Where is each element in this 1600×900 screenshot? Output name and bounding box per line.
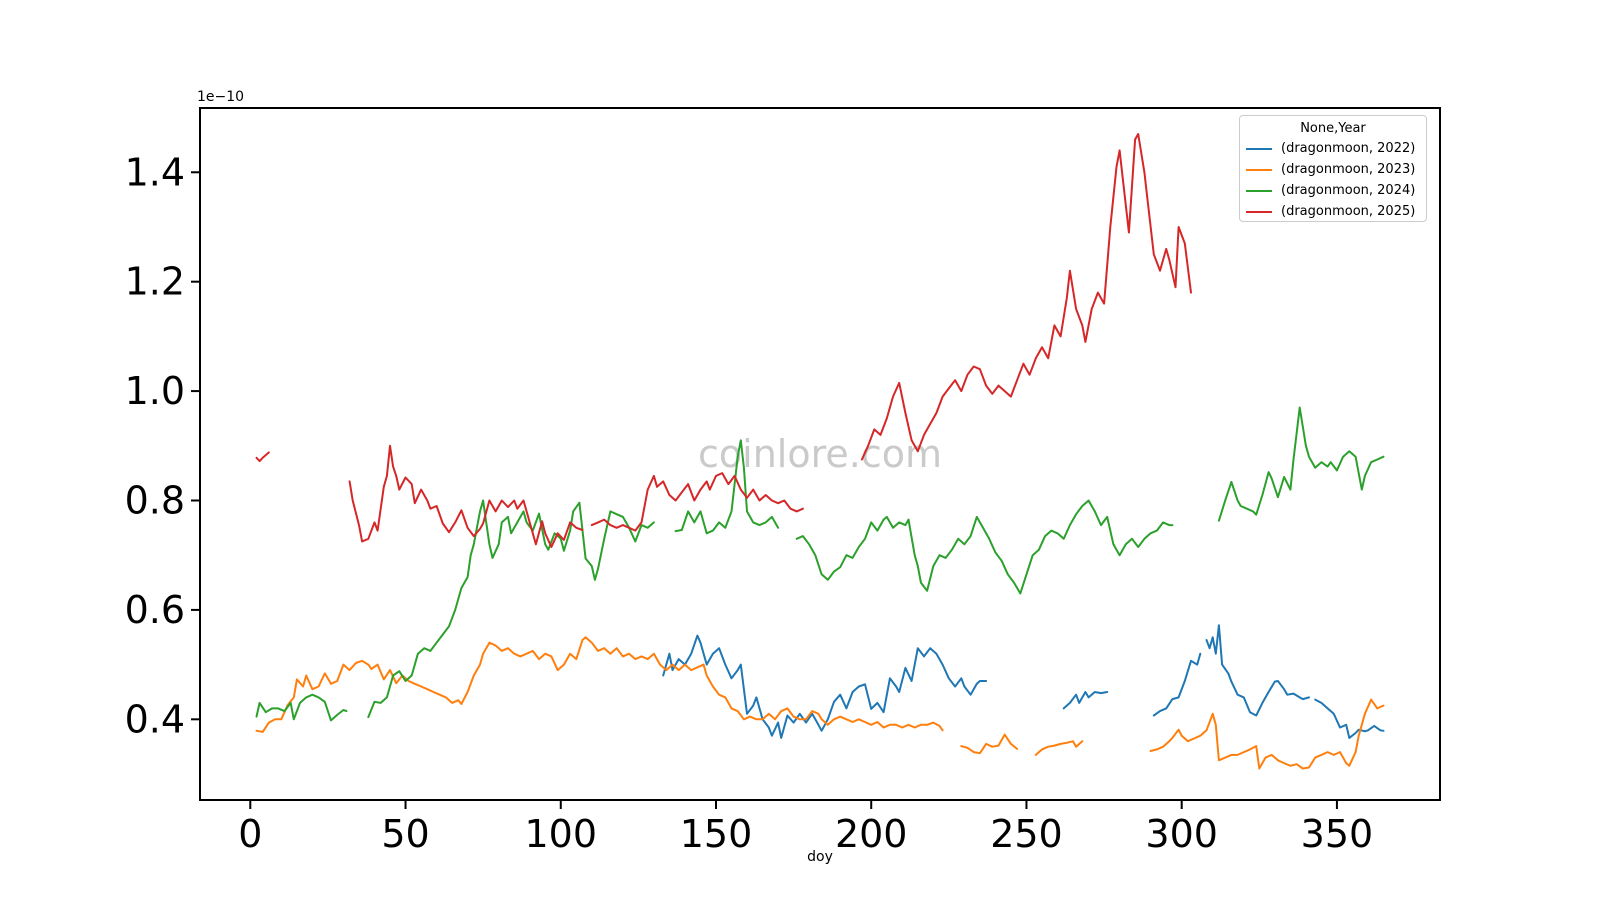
- series-line-0: [1152, 652, 1202, 717]
- legend-swatch-line: [1246, 210, 1272, 213]
- x-tick-label: 150: [680, 812, 753, 856]
- series-line-3: [348, 444, 584, 548]
- watermark: coinlore.com: [698, 432, 942, 476]
- series-line-2: [367, 499, 655, 719]
- series-line-2: [1217, 406, 1385, 522]
- series-line-0: [1062, 691, 1109, 710]
- x-tick-label: 200: [835, 812, 908, 856]
- y-tick-label: 1.0: [125, 369, 185, 413]
- x-tick-label: 300: [1145, 812, 1218, 856]
- legend-entry-label: (dragonmoon, 2023): [1281, 162, 1416, 177]
- series-line-1: [255, 636, 944, 733]
- y-tick-label: 0.6: [125, 588, 185, 632]
- legend: None,Year (dragonmoon, 2022) (dragonmoon,…: [1239, 115, 1427, 222]
- series-line-1: [1034, 740, 1084, 756]
- series-line-0: [1205, 624, 1310, 717]
- series-line-2: [674, 439, 780, 535]
- legend-entry: (dragonmoon, 2024): [1246, 180, 1420, 201]
- x-tick-label: 250: [990, 812, 1063, 856]
- axis-offset-text: 1e−10: [197, 89, 244, 105]
- y-tick-label: 1.2: [125, 260, 185, 304]
- series-line-2: [255, 693, 348, 722]
- series-line-0: [662, 634, 988, 739]
- series-line-3: [255, 451, 270, 463]
- legend-swatch-line: [1246, 168, 1272, 171]
- x-tick-label: 100: [524, 812, 597, 856]
- series-line-1: [960, 733, 1019, 755]
- series-line-1: [1149, 698, 1385, 770]
- legend-swatch-line: [1246, 147, 1272, 150]
- series-line-3: [860, 133, 1192, 461]
- legend-swatch-line: [1246, 189, 1272, 192]
- series-line-2: [795, 499, 1174, 595]
- plot-border: [199, 107, 1441, 801]
- x-tick-label: 350: [1301, 812, 1374, 856]
- legend-entry: (dragonmoon, 2022): [1246, 138, 1420, 159]
- series-line-3: [590, 472, 804, 532]
- legend-entry: (dragonmoon, 2025): [1246, 201, 1420, 222]
- x-axis-label: doy: [807, 849, 833, 865]
- legend-entry-label: (dragonmoon, 2025): [1281, 204, 1416, 219]
- y-tick-label: 0.4: [125, 697, 185, 741]
- axes: 0 50 100 150 200 250 300 350 0.4 0.6 0.8 1.0 1.2 1.4: [125, 107, 1441, 856]
- y-tick-label: 0.8: [125, 478, 185, 522]
- x-tick-label: 50: [381, 812, 429, 856]
- series-line-0: [1314, 698, 1385, 739]
- series-lines: [255, 133, 1385, 770]
- legend-entry: (dragonmoon, 2023): [1246, 159, 1420, 180]
- y-tick-label: 1.4: [125, 150, 185, 194]
- x-tick-label: 0: [238, 812, 262, 856]
- legend-entry-label: (dragonmoon, 2024): [1281, 183, 1416, 198]
- legend-entry-label: (dragonmoon, 2022): [1281, 141, 1416, 156]
- legend-title: None,Year: [1300, 121, 1366, 136]
